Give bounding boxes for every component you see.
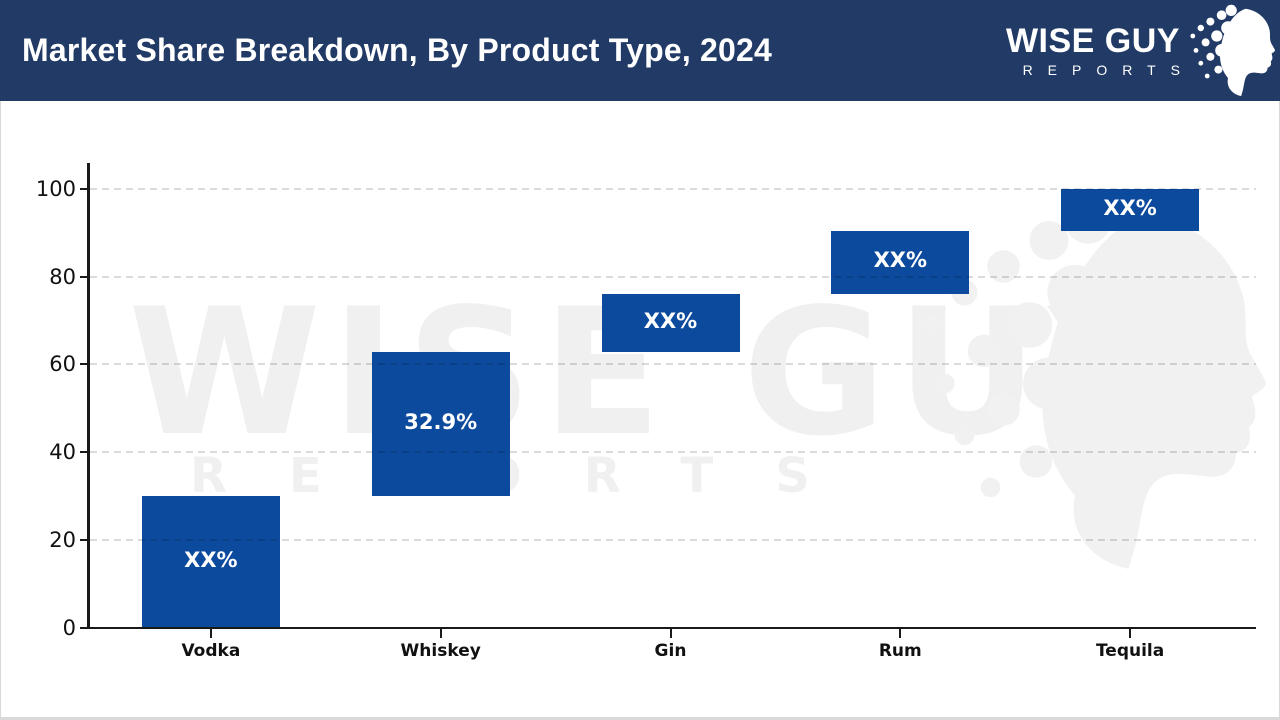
y-tick-label-60: 60	[49, 352, 76, 377]
y-tick-label-0: 0	[62, 615, 76, 640]
y-tick-mark-100	[80, 187, 88, 190]
x-tick-label-gin: Gin	[654, 641, 687, 661]
gridline-100	[90, 187, 1256, 190]
bar-whiskey	[371, 352, 510, 497]
y-tick-label-20: 20	[49, 527, 76, 552]
x-tick-label-whiskey: Whiskey	[400, 641, 481, 661]
x-tick-label-rum: Rum	[878, 641, 922, 661]
bar-value-label-gin: XX%	[643, 308, 698, 333]
x-tick-mark-whiskey	[439, 629, 442, 638]
y-tick-mark-60	[80, 363, 88, 366]
x-tick-mark-rum	[899, 629, 902, 638]
y-tick-mark-80	[80, 275, 88, 278]
x-tick-mark-vodka	[209, 629, 212, 638]
bar-value-label-whiskey: 32.9%	[404, 410, 478, 435]
gridline-80	[90, 275, 1256, 278]
bar-rum	[831, 230, 970, 294]
page-title: Market Share Breakdown, By Product Type,…	[22, 31, 772, 68]
x-axis-line	[88, 626, 1256, 629]
y-tick-mark-20	[80, 538, 88, 541]
brand-name: WISE GUY	[1005, 22, 1180, 60]
brand-face-icon	[1190, 4, 1275, 96]
bar-tequila	[1061, 188, 1200, 231]
gridline-40	[90, 451, 1256, 454]
x-tick-label-tequila: Tequila	[1095, 641, 1165, 661]
header-bar: Market Share Breakdown, By Product Type,…	[0, 0, 1280, 101]
bar-vodka	[141, 496, 280, 628]
y-tick-mark-40	[80, 451, 88, 454]
gridline-20	[90, 538, 1256, 541]
bar-value-label-tequila: XX%	[1103, 195, 1157, 220]
gridline-60	[90, 363, 1256, 366]
y-axis-spine	[87, 163, 90, 629]
y-tick-mark-0	[80, 626, 88, 629]
brand-logo: WISE GUY REPORTS	[1006, 0, 1275, 101]
y-tick-label-100: 100	[35, 176, 76, 201]
x-tick-mark-tequila	[1129, 629, 1132, 638]
bar-value-label-rum: XX%	[873, 248, 928, 273]
y-tick-label-80: 80	[49, 264, 76, 289]
y-tick-label-40: 40	[49, 440, 76, 465]
watermark-face-icon	[922, 198, 1266, 569]
brand-subtitle: REPORTS	[1022, 62, 1195, 78]
bar-gin	[601, 293, 740, 353]
x-tick-mark-gin	[669, 629, 672, 638]
x-tick-label-vodka: Vodka	[181, 641, 241, 661]
bar-value-label-vodka: XX%	[184, 547, 238, 572]
